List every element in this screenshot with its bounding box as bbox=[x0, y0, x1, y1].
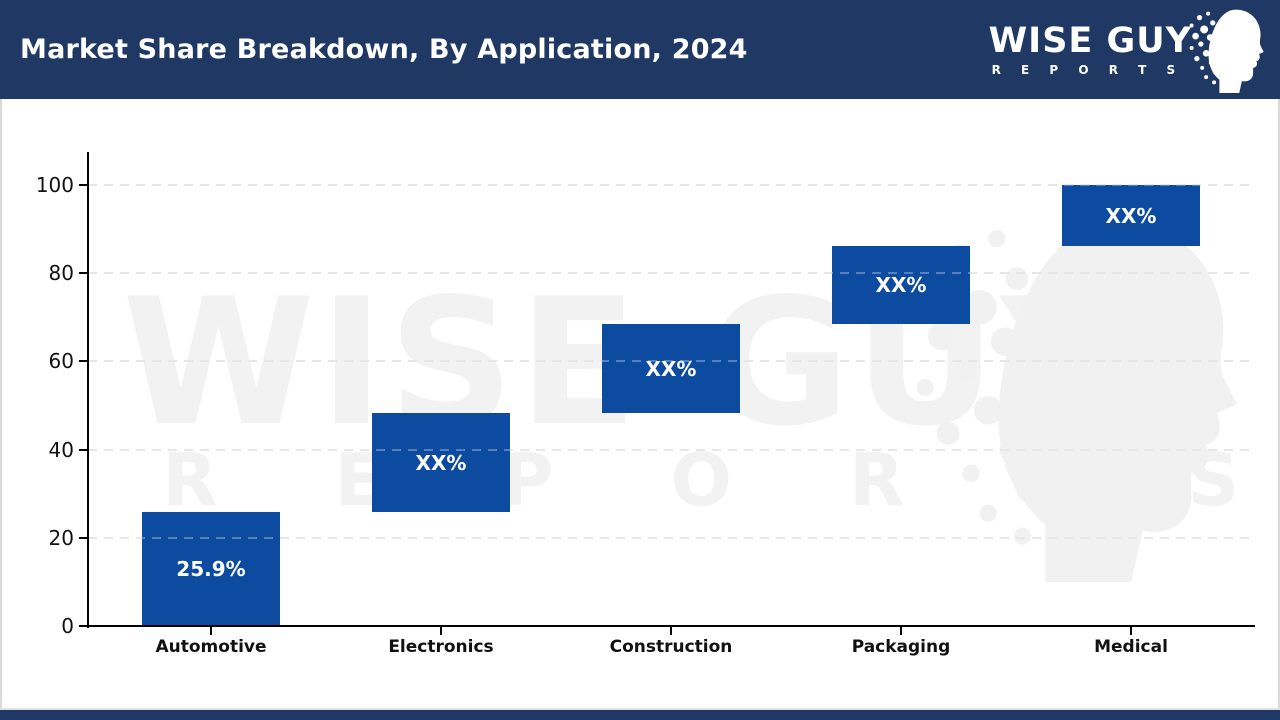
y-tick-label: 20 bbox=[48, 525, 74, 550]
bar-construction: XX% bbox=[602, 324, 740, 414]
x-tick-label-automotive: Automotive bbox=[155, 637, 267, 657]
y-tick bbox=[79, 625, 88, 627]
gridline bbox=[88, 272, 1255, 275]
gridline bbox=[88, 184, 1255, 186]
y-tick bbox=[79, 448, 88, 451]
bar-packaging: XX% bbox=[832, 246, 970, 325]
footer-bar bbox=[0, 710, 1280, 720]
x-axis-line bbox=[87, 625, 1255, 627]
y-axis-line bbox=[87, 152, 89, 628]
x-tick bbox=[900, 627, 902, 635]
logo-subtext: R E P O R T S bbox=[991, 62, 1184, 77]
x-tick-label-packaging: Packaging bbox=[851, 637, 951, 657]
gridline bbox=[88, 536, 1255, 539]
gridline-overlay bbox=[88, 272, 1255, 275]
x-tick-label-construction: Construction bbox=[609, 637, 733, 657]
bar-medical: XX% bbox=[1062, 185, 1200, 247]
x-tick-label-electronics: Electronics bbox=[388, 637, 494, 657]
gridline-overlay bbox=[88, 184, 1255, 186]
logo-face-icon bbox=[1189, 9, 1264, 93]
page-title: Market Share Breakdown, By Application, … bbox=[20, 34, 748, 65]
bar-value-label: XX% bbox=[875, 273, 927, 298]
logo: WISE GUY R E P O R T S bbox=[989, 7, 1270, 93]
logo-text: WISE GUY R E P O R T S bbox=[988, 20, 1192, 77]
x-tick bbox=[670, 627, 672, 635]
x-tick bbox=[1130, 627, 1132, 635]
gridline-overlay bbox=[88, 536, 1255, 539]
y-tick bbox=[79, 272, 88, 275]
y-tick-label: 60 bbox=[48, 349, 74, 374]
bar-value-label: XX% bbox=[1105, 203, 1157, 228]
y-tick bbox=[79, 184, 88, 186]
gridline-overlay bbox=[88, 360, 1255, 363]
x-tick bbox=[440, 627, 442, 635]
bar-automotive: 25.9% bbox=[142, 511, 280, 626]
logo-wordmark: WISE GUY bbox=[988, 20, 1192, 61]
bar-value-label: 25.9% bbox=[176, 556, 246, 581]
bar-electronics: XX% bbox=[372, 413, 510, 512]
y-tick-label: 100 bbox=[35, 173, 74, 197]
header: Market Share Breakdown, By Application, … bbox=[0, 0, 1280, 99]
bar-value-label: XX% bbox=[645, 356, 697, 381]
y-tick-label: 40 bbox=[48, 437, 74, 462]
y-tick bbox=[79, 536, 88, 539]
x-tick-label-medical: Medical bbox=[1094, 637, 1168, 657]
y-tick-label: 0 bbox=[61, 614, 74, 638]
y-tick bbox=[79, 360, 88, 363]
x-tick bbox=[210, 627, 212, 635]
watermark-face-icon bbox=[916, 221, 1238, 582]
bar-value-label: XX% bbox=[415, 450, 467, 475]
gridline bbox=[88, 448, 1255, 451]
gridline-overlay bbox=[88, 448, 1255, 451]
y-tick-label: 80 bbox=[48, 261, 74, 286]
footer-hairline bbox=[0, 708, 1280, 710]
